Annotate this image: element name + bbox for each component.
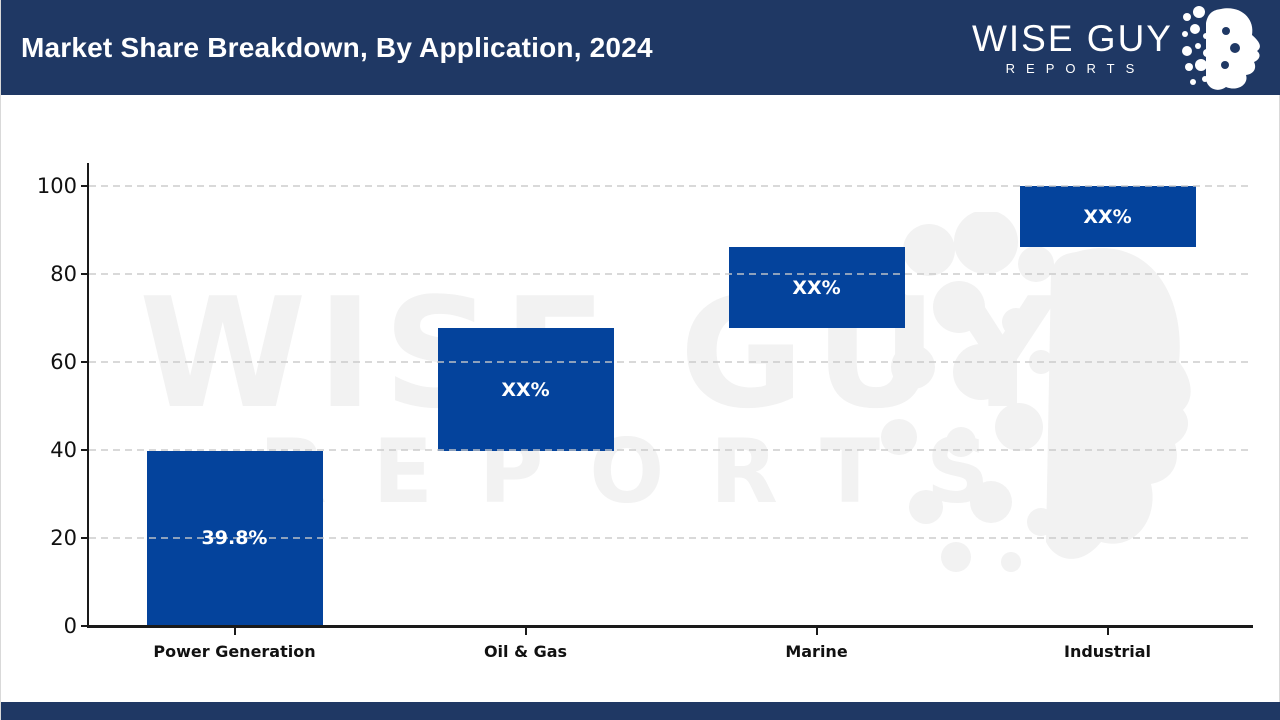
y-tick-label-0: 0 [63,614,77,638]
y-tick-60 [81,361,89,363]
bar-industrial [1019,186,1196,248]
gridline-80 [89,273,1253,275]
logo-reports-text: REPORTS [1005,60,1146,76]
gridline-60 [89,361,1253,363]
gridline-20 [89,537,1253,539]
wiseguy-logo: WISE GUY REPORTS [972,3,1263,93]
x-axis-spine [87,625,1253,628]
x-category-label: Marine [785,642,848,661]
x-category-label: Power Generation [153,642,316,661]
logo-wordmark: WISE GUY REPORTS [972,20,1173,76]
logo-wiseguy-text: WISE GUY [971,17,1173,59]
chart-title: Market Share Breakdown, By Application, … [21,31,653,63]
y-tick-100 [81,185,89,187]
y-tick-label-40: 40 [50,438,77,462]
y-tick-label-20: 20 [50,526,77,550]
y-tick-label-80: 80 [50,262,77,286]
bar-value-label: XX% [1083,205,1132,228]
bar-oil-gas [437,328,614,451]
bar-marine [728,247,905,329]
bar-value-label: 39.8% [201,527,268,550]
header: Market Share Breakdown, By Application, … [1,0,1280,95]
gridline-100 [89,185,1253,187]
x-tick-4 [1106,627,1109,635]
y-tick-80 [81,273,89,275]
x-category-label: Industrial [1063,642,1152,661]
footer-bar [1,702,1280,720]
bar-value-label: XX% [792,276,841,299]
x-tick-1 [233,627,236,635]
bar-value-label: XX% [501,378,550,401]
y-tick-0 [81,625,89,627]
y-axis-spine [87,163,89,628]
x-tick-2 [524,627,527,635]
x-category-label: Oil & Gas [483,642,568,661]
gridline-40 [89,449,1253,451]
watermark-reports-text: REPORTS [259,420,1036,523]
logo-face-icon [1182,5,1260,90]
y-tick-40 [81,449,89,451]
y-tick-label-100: 100 [36,174,77,198]
y-tick-label-60: 60 [50,350,77,374]
y-tick-20 [81,537,89,539]
x-tick-3 [815,627,818,635]
